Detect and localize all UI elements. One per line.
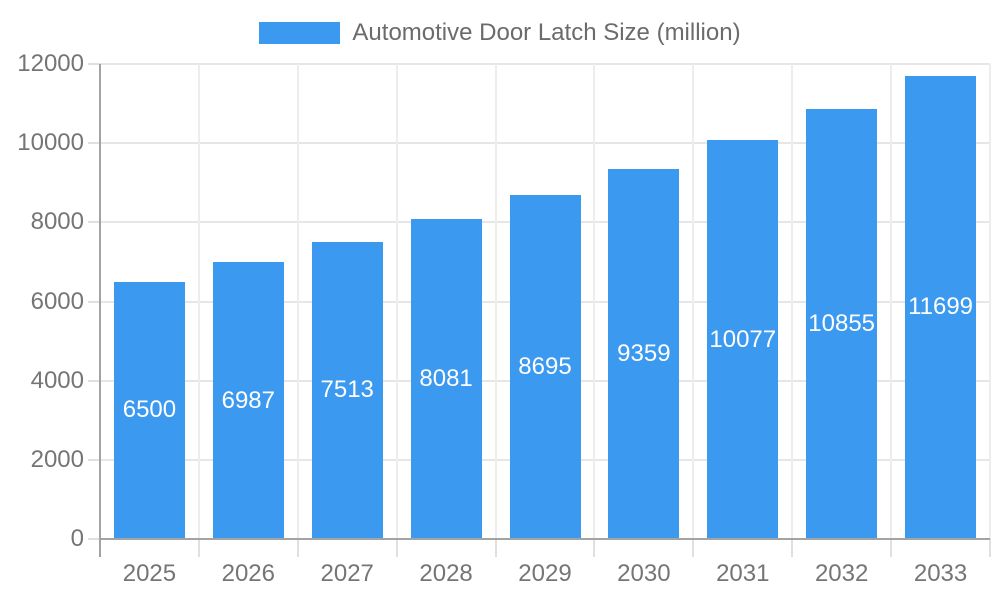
x-axis-tick: [692, 539, 695, 557]
x-gridline: [494, 64, 497, 539]
bar[interactable]: [905, 75, 977, 538]
bar-value-label: 6987: [221, 386, 275, 414]
x-axis-tick: [791, 539, 794, 557]
bar[interactable]: [113, 281, 185, 538]
bar[interactable]: [509, 194, 581, 538]
x-gridline: [989, 64, 991, 539]
y-gridline: [100, 142, 990, 145]
y-axis-label: 12000: [17, 50, 84, 77]
bar[interactable]: [806, 109, 878, 538]
bar-value-label: 7513: [320, 376, 374, 404]
x-axis-label: 2032: [814, 560, 869, 587]
y-axis-tick: [88, 142, 100, 145]
x-axis-label: 2027: [320, 560, 374, 587]
x-axis-tick: [395, 539, 398, 557]
chart-legend: Automotive Door Latch Size (million): [0, 19, 1000, 47]
bar-value-label: 6500: [122, 396, 177, 424]
x-axis-tick: [593, 539, 596, 557]
bar-value-label: 9359: [617, 339, 671, 367]
y-axis-line: [99, 64, 101, 557]
bar-value-label: 10077: [709, 325, 777, 353]
legend-swatch-icon: [259, 22, 341, 44]
y-axis-label: 4000: [30, 366, 84, 394]
x-axis-label: 2029: [518, 560, 572, 587]
legend-item[interactable]: Automotive Door Latch Size (million): [259, 19, 741, 47]
bar[interactable]: [311, 241, 383, 538]
y-axis-label: 0: [70, 525, 84, 552]
y-axis-tick: [88, 300, 100, 303]
x-axis-tick: [197, 539, 200, 557]
bar[interactable]: [212, 262, 284, 538]
y-axis-label: 6000: [30, 287, 84, 315]
y-axis-label: 2000: [30, 445, 84, 473]
y-axis-tick: [88, 221, 100, 224]
x-gridline: [890, 64, 893, 539]
x-axis-line: [99, 538, 990, 540]
x-axis-label: 2026: [221, 560, 275, 587]
x-gridline: [692, 64, 695, 539]
x-axis-tick: [296, 539, 299, 557]
x-gridline: [395, 64, 398, 539]
bar[interactable]: [707, 140, 779, 538]
y-axis-tick: [88, 63, 100, 65]
x-axis-label: 2031: [716, 560, 770, 587]
x-axis-tick: [890, 539, 893, 557]
y-axis-tick: [88, 458, 100, 461]
y-axis-label: 8000: [30, 208, 84, 236]
bar-value-label: 10855: [808, 310, 876, 338]
bar[interactable]: [410, 219, 482, 538]
x-axis-label: 2033: [913, 560, 968, 587]
y-gridline: [100, 63, 990, 65]
x-gridline: [296, 64, 299, 539]
bar-value-label: 8081: [419, 365, 473, 393]
y-axis-tick: [88, 379, 100, 382]
x-axis-tick: [494, 539, 497, 557]
x-axis-label: 2025: [122, 560, 177, 587]
x-gridline: [197, 64, 200, 539]
x-axis-label: 2028: [419, 560, 473, 587]
legend-label: Automotive Door Latch Size (million): [352, 19, 741, 46]
bar[interactable]: [608, 168, 680, 538]
x-axis-label: 2030: [617, 560, 671, 587]
y-axis-label: 10000: [17, 129, 84, 157]
bar-value-label: 8695: [518, 352, 572, 380]
x-gridline: [791, 64, 794, 539]
x-axis-tick: [989, 539, 991, 557]
x-gridline: [593, 64, 596, 539]
bar-value-label: 11699: [908, 293, 974, 321]
y-axis-tick: [88, 538, 100, 540]
